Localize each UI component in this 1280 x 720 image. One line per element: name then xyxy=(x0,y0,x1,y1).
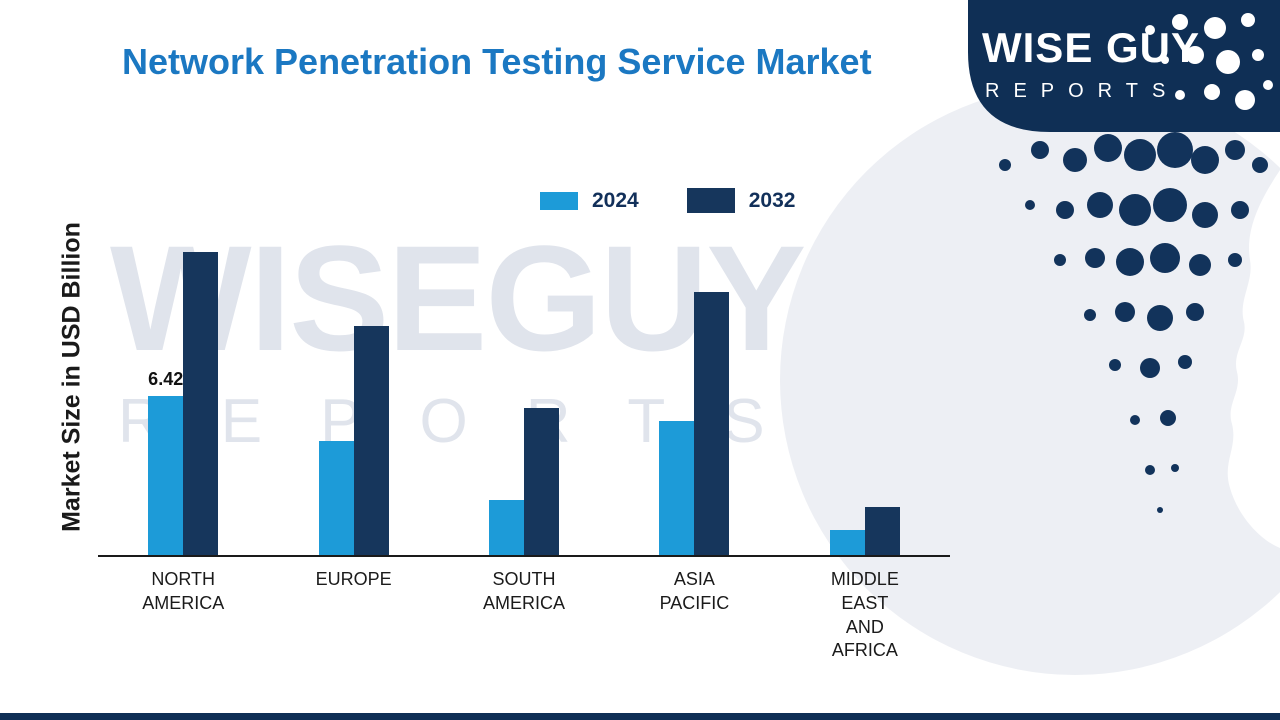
logo-artwork xyxy=(968,0,1280,548)
category-label-asia-pacific: ASIA PACIFIC xyxy=(659,569,730,613)
wise-guy-reports-logo: WISE GUY REPORTS xyxy=(950,0,1280,560)
category-label-middle-east-and-africa: MIDDLE EAST AND AFRICA xyxy=(830,569,899,661)
chart-legend: 2024 2032 xyxy=(540,188,795,213)
x-axis-category-labels: NORTH AMERICA EUROPE SOUTH AMERICA ASIA PAC… xyxy=(98,568,950,663)
bar-2032-europe xyxy=(353,326,389,555)
logo-white-dots xyxy=(1145,13,1273,110)
bar-2032-north-america xyxy=(183,251,219,555)
legend-label-2032: 2032 xyxy=(748,188,796,212)
bar-2024-middle-east-and-africa xyxy=(829,530,865,555)
bar-2024-north-america: 6.42 xyxy=(148,369,183,555)
bar-2024-south-america xyxy=(489,500,525,555)
category-label-north-america: NORTH AMERICA xyxy=(142,569,225,613)
legend-item-2024: 2024 xyxy=(540,189,639,213)
bar-2024-asia-pacific xyxy=(659,420,695,555)
bar-2032-south-america xyxy=(524,408,560,555)
watermark-reports-text: REPORTS xyxy=(118,387,823,456)
category-label-europe: EUROPE xyxy=(315,569,392,589)
logo-banner-shape xyxy=(968,0,1280,132)
logo-brand-text: WISE GUY xyxy=(982,24,1201,71)
bar-2032-middle-east-and-africa xyxy=(864,506,900,555)
legend-item-2032: 2032 xyxy=(686,188,796,213)
bar-2024-europe xyxy=(318,440,354,555)
legend-swatch-2032 xyxy=(686,188,735,213)
legend-label-2024: 2024 xyxy=(592,188,639,212)
logo-navy-dots xyxy=(999,132,1268,513)
page-title: Network Penetration Testing Service Mark… xyxy=(122,41,872,82)
bar-group-south-america xyxy=(439,242,609,555)
bar-group-north-america: 6.42 xyxy=(98,242,268,555)
bar-group-middle-east-and-africa xyxy=(780,242,950,555)
category-label-south-america: SOUTH AMERICA xyxy=(483,569,566,613)
plot-area: 6.42 xyxy=(98,242,950,557)
y-axis-label: Market Size in USD Billion xyxy=(57,222,86,532)
watermark-head-circle xyxy=(780,85,1280,675)
footer-accent-bar xyxy=(0,713,1280,720)
bar-value-label: 6.42 xyxy=(148,368,184,389)
watermark-brand-text: WISEGUY xyxy=(110,214,806,382)
bar-group-asia-pacific xyxy=(609,242,779,555)
logo-face-profile xyxy=(1227,170,1280,548)
bar-group-europe xyxy=(268,242,438,555)
legend-swatch-2024 xyxy=(540,191,578,210)
bar-2032-asia-pacific xyxy=(694,291,730,555)
logo-reports-text: REPORTS xyxy=(985,80,1180,102)
